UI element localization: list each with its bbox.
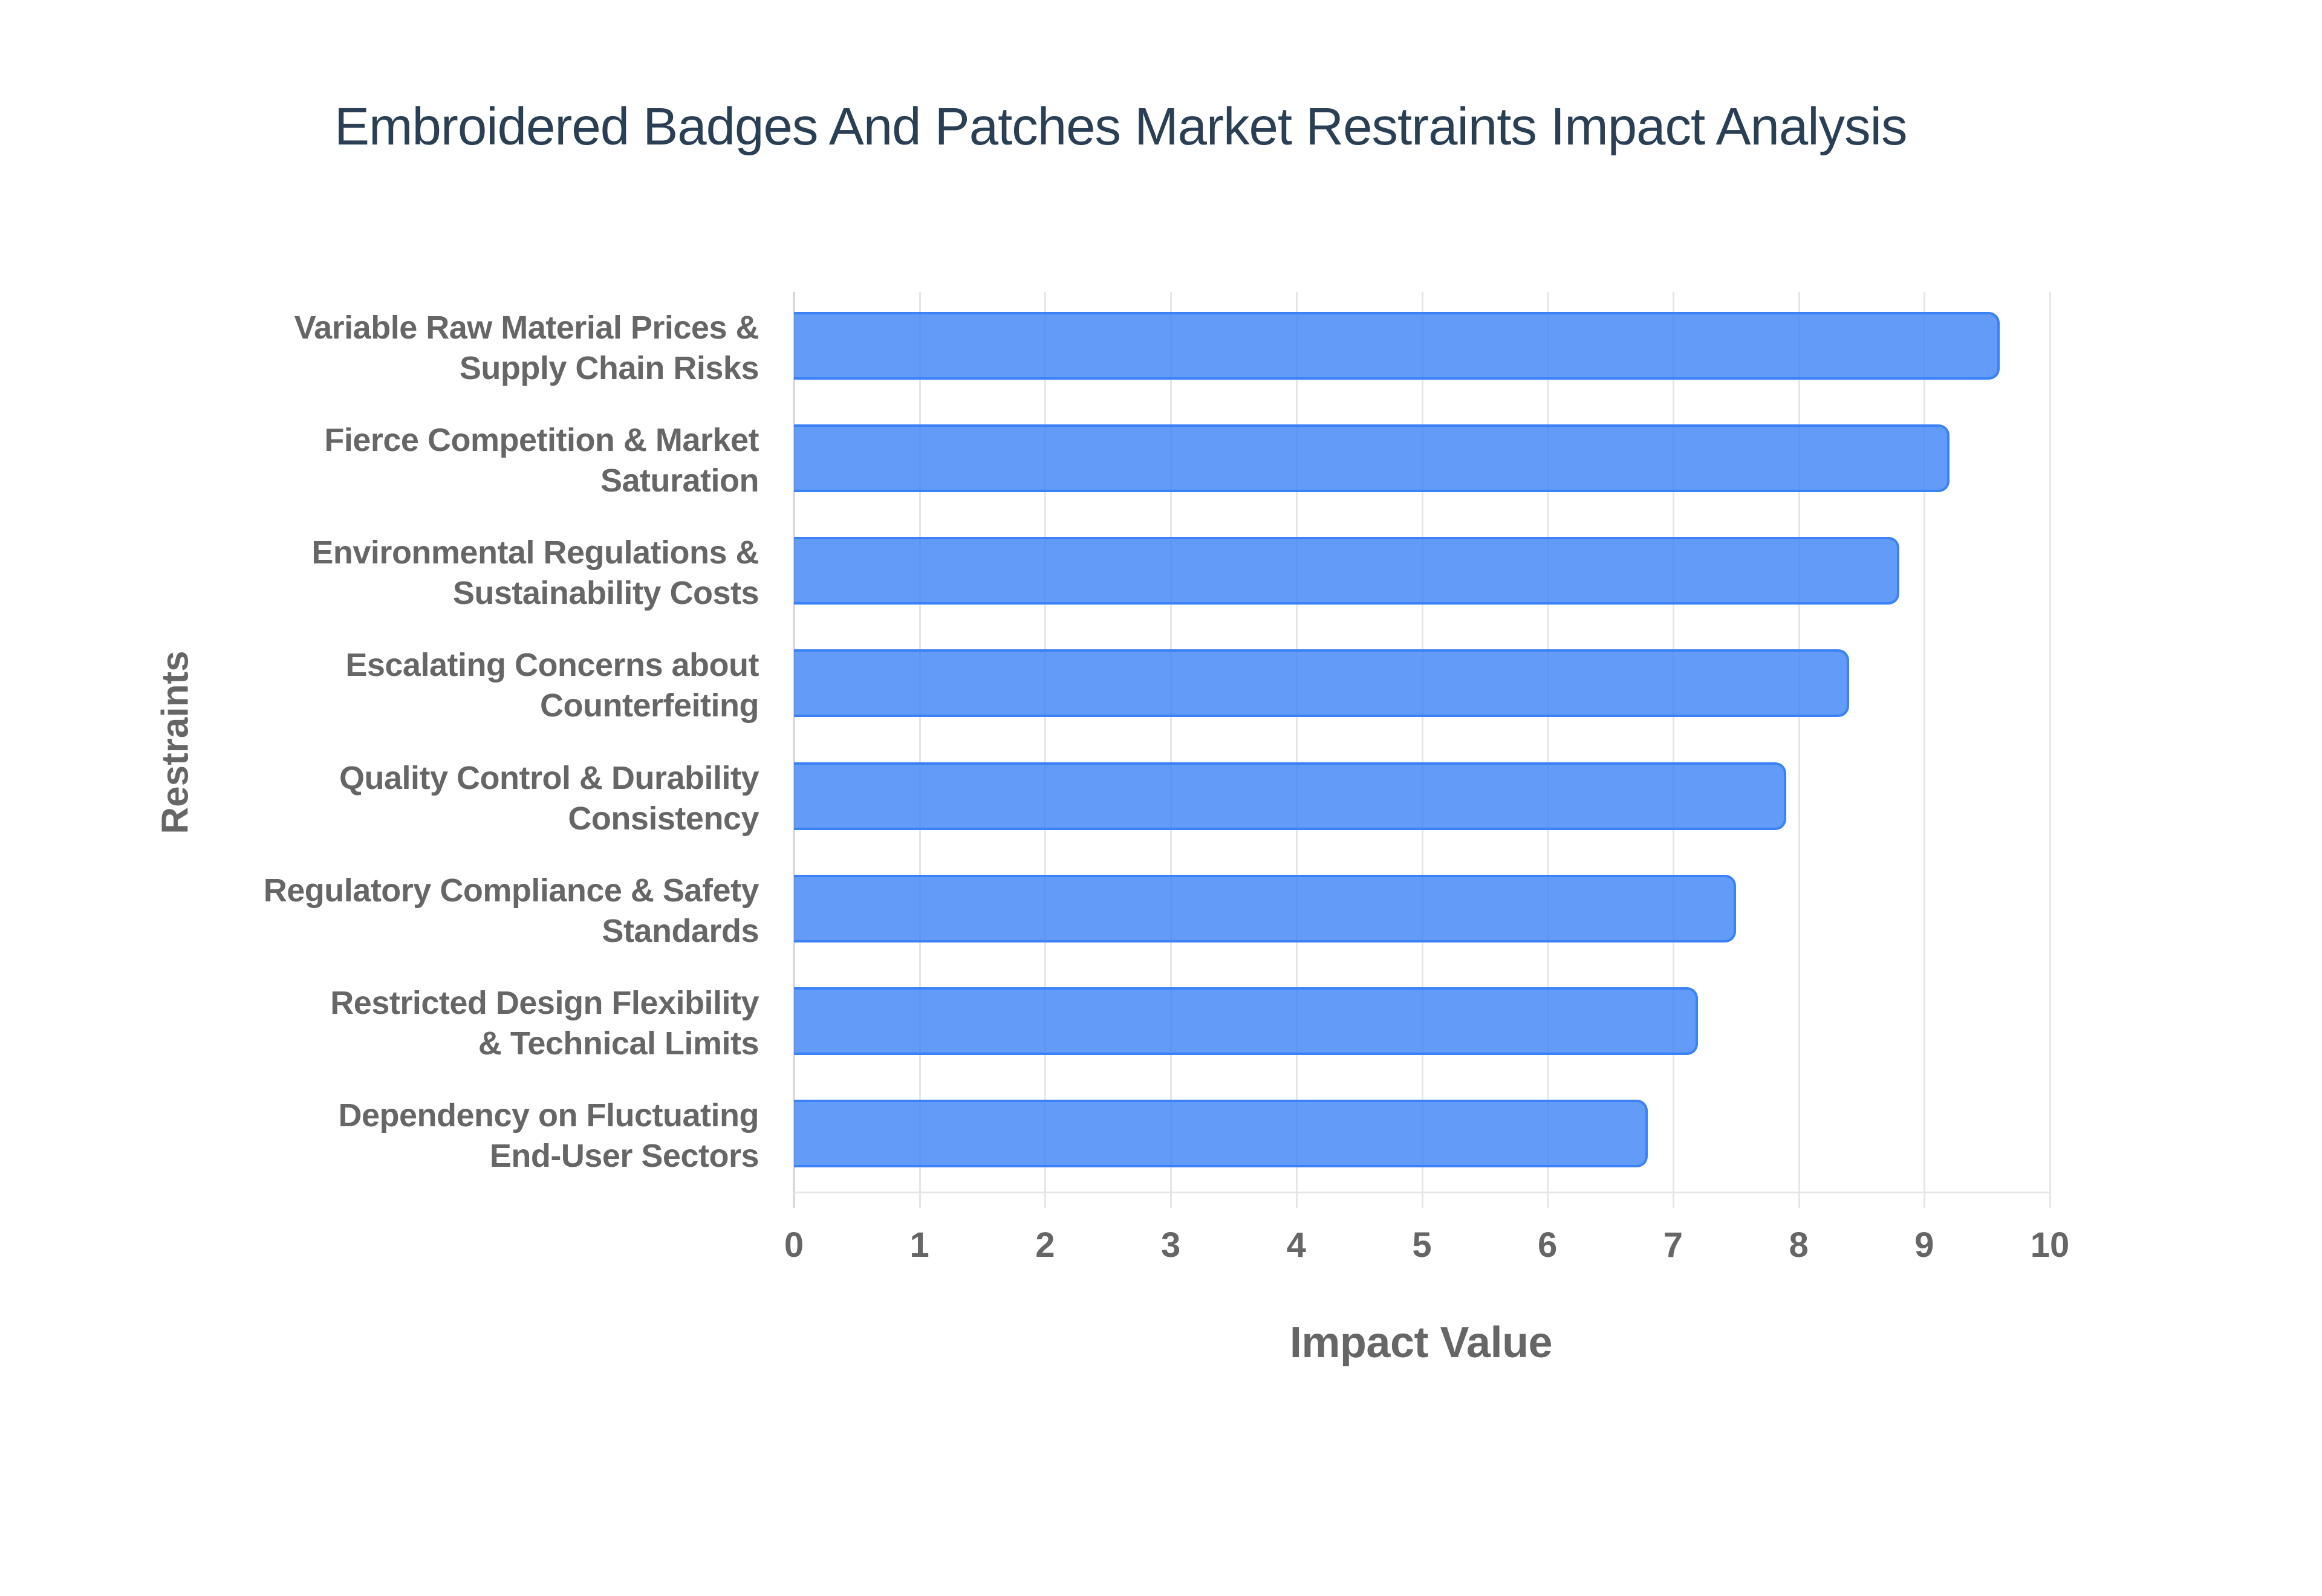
gridline: [919, 292, 921, 1208]
x-axis-tick-label: 5: [1412, 1225, 1432, 1265]
bar[interactable]: [794, 987, 1699, 1055]
chart-title: Embroidered Badges And Patches Market Re…: [334, 97, 1907, 156]
x-axis-tick-label: 10: [2030, 1225, 2070, 1265]
gridline: [1170, 292, 1172, 1208]
x-axis-title: Impact Value: [1289, 1319, 1553, 1367]
x-axis-tick-label: 9: [1914, 1225, 1934, 1265]
bar[interactable]: [794, 537, 1899, 605]
y-axis-label: Variable Raw Material Prices & Supply Ch…: [294, 310, 759, 387]
gridline: [1672, 292, 1674, 1208]
x-axis-tick-label: 4: [1286, 1225, 1306, 1265]
bar[interactable]: [794, 312, 2000, 380]
gridline: [1924, 292, 1926, 1208]
x-axis-tick-label: 7: [1663, 1225, 1683, 1265]
plot-area: [793, 292, 2051, 1208]
gridline: [1295, 292, 1298, 1208]
x-axis-tick-label: 0: [784, 1225, 804, 1265]
x-axis-tick-label: 2: [1035, 1225, 1055, 1265]
x-axis-tick-label: 8: [1789, 1225, 1809, 1265]
gridline: [1421, 292, 1423, 1208]
gridline: [1044, 292, 1047, 1208]
bar[interactable]: [794, 1099, 1648, 1167]
y-axis-label: Restricted Design Flexibility & Technica…: [330, 984, 759, 1062]
bar[interactable]: [794, 424, 1950, 493]
gridline: [1798, 292, 1800, 1208]
bar[interactable]: [794, 649, 1849, 718]
y-axis-label: Dependency on Fluctuating End-User Secto…: [338, 1097, 759, 1174]
bar[interactable]: [794, 762, 1786, 830]
x-axis-tick-label: 6: [1538, 1225, 1558, 1265]
bar[interactable]: [794, 874, 1736, 942]
x-axis-line: [794, 1192, 2050, 1193]
y-axis-label: Environmental Regulations & Sustainabili…: [311, 534, 759, 612]
y-axis-line: [793, 292, 795, 1208]
gridline: [1547, 292, 1549, 1208]
x-axis-tick-label: 3: [1160, 1225, 1181, 1265]
x-axis-tick-label: 1: [909, 1225, 929, 1265]
y-axis-label: Fierce Competition & Market Saturation: [324, 422, 759, 499]
gridline: [2049, 292, 2051, 1208]
y-axis-label: Quality Control & Durability Consistency: [339, 759, 759, 837]
y-axis-label: Escalating Concerns about Counterfeiting: [345, 647, 759, 724]
y-axis-label: Regulatory Compliance & Safety Standards: [263, 872, 759, 949]
